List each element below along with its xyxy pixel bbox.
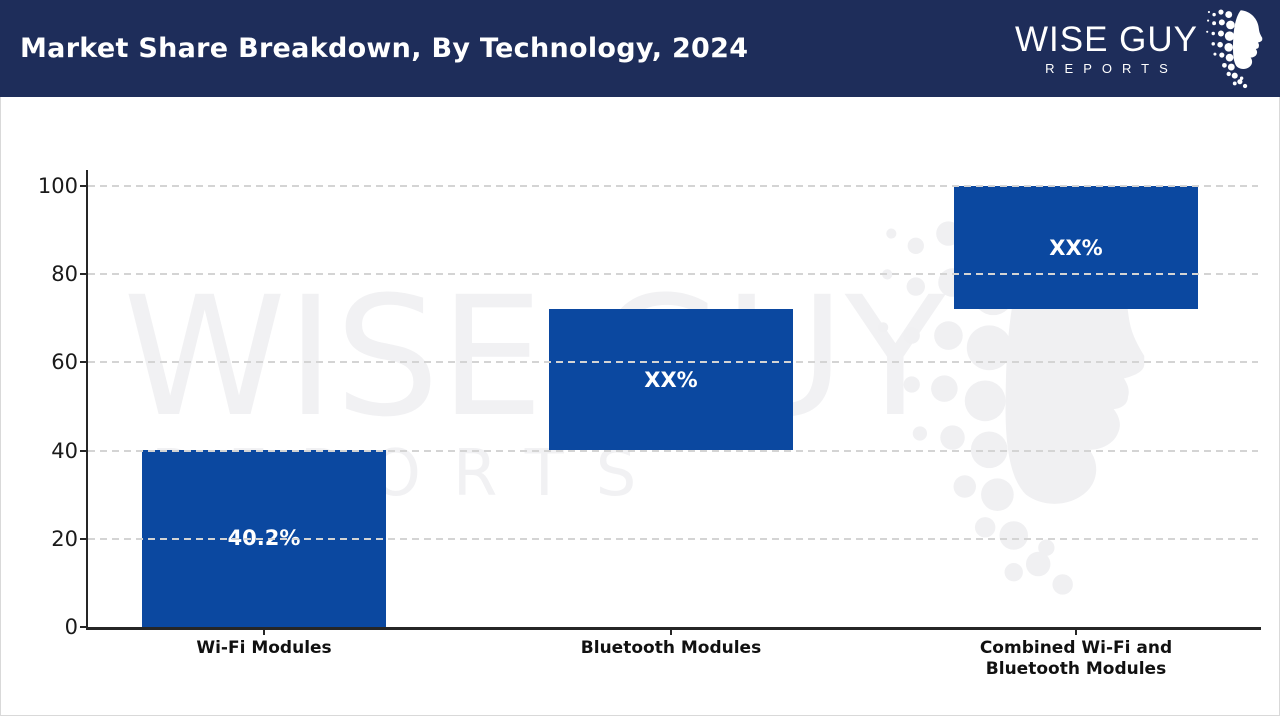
y-tick-label-100: 100 (37, 174, 78, 198)
category-label-2: Bluetooth Modules (580, 638, 762, 658)
chart-title: Market Share Breakdown, By Technology, 2… (20, 33, 749, 64)
x-tick-2 (670, 627, 672, 635)
y-tick-60 (80, 361, 88, 364)
y-tick-20 (80, 537, 88, 540)
wiseguy-logo: WISE GUY REPORTS (1015, 4, 1270, 94)
x-axis-line (88, 627, 1261, 630)
gridline-y-20 (88, 537, 1258, 540)
y-tick-label-60: 60 (51, 350, 78, 375)
gridline-y-100 (88, 185, 1258, 187)
gridline-y-40 (88, 449, 1258, 452)
logo-wordmark-text: WISE GUY (1014, 19, 1198, 59)
y-axis-line (86, 170, 88, 630)
bar-value-label-3: XX% (1049, 235, 1103, 260)
y-tick-80 (80, 273, 88, 276)
x-tick-3 (1075, 627, 1077, 635)
logo-subtitle-text: REPORTS (1045, 60, 1178, 76)
gridline-y-60 (88, 361, 1258, 364)
y-tick-label-20: 20 (51, 526, 78, 551)
y-tick-100 (80, 185, 88, 187)
y-tick-0 (80, 626, 88, 628)
header-bar: Market Share Breakdown, By Technology, 2… (0, 0, 1280, 97)
x-tick-1 (263, 627, 265, 635)
y-tick-label-0: 0 (64, 615, 78, 639)
category-label-3: Combined Wi-Fi and Bluetooth Modules (979, 638, 1173, 679)
y-tick-40 (80, 449, 88, 452)
logo-wordmark: WISE GUY REPORTS (1014, 19, 1198, 76)
gridline-y-80 (88, 273, 1258, 276)
bar-value-label-2: XX% (644, 367, 698, 392)
bar-2: XX% (549, 309, 793, 450)
dotted-head-logo-icon (1206, 8, 1263, 88)
y-tick-label-40: 40 (51, 438, 78, 463)
watermark-wordmark: WISE GUY (123, 261, 946, 453)
category-label-1: Wi-Fi Modules (196, 638, 332, 658)
y-tick-label-80: 80 (51, 262, 78, 287)
bar-3: XX% (954, 186, 1198, 310)
